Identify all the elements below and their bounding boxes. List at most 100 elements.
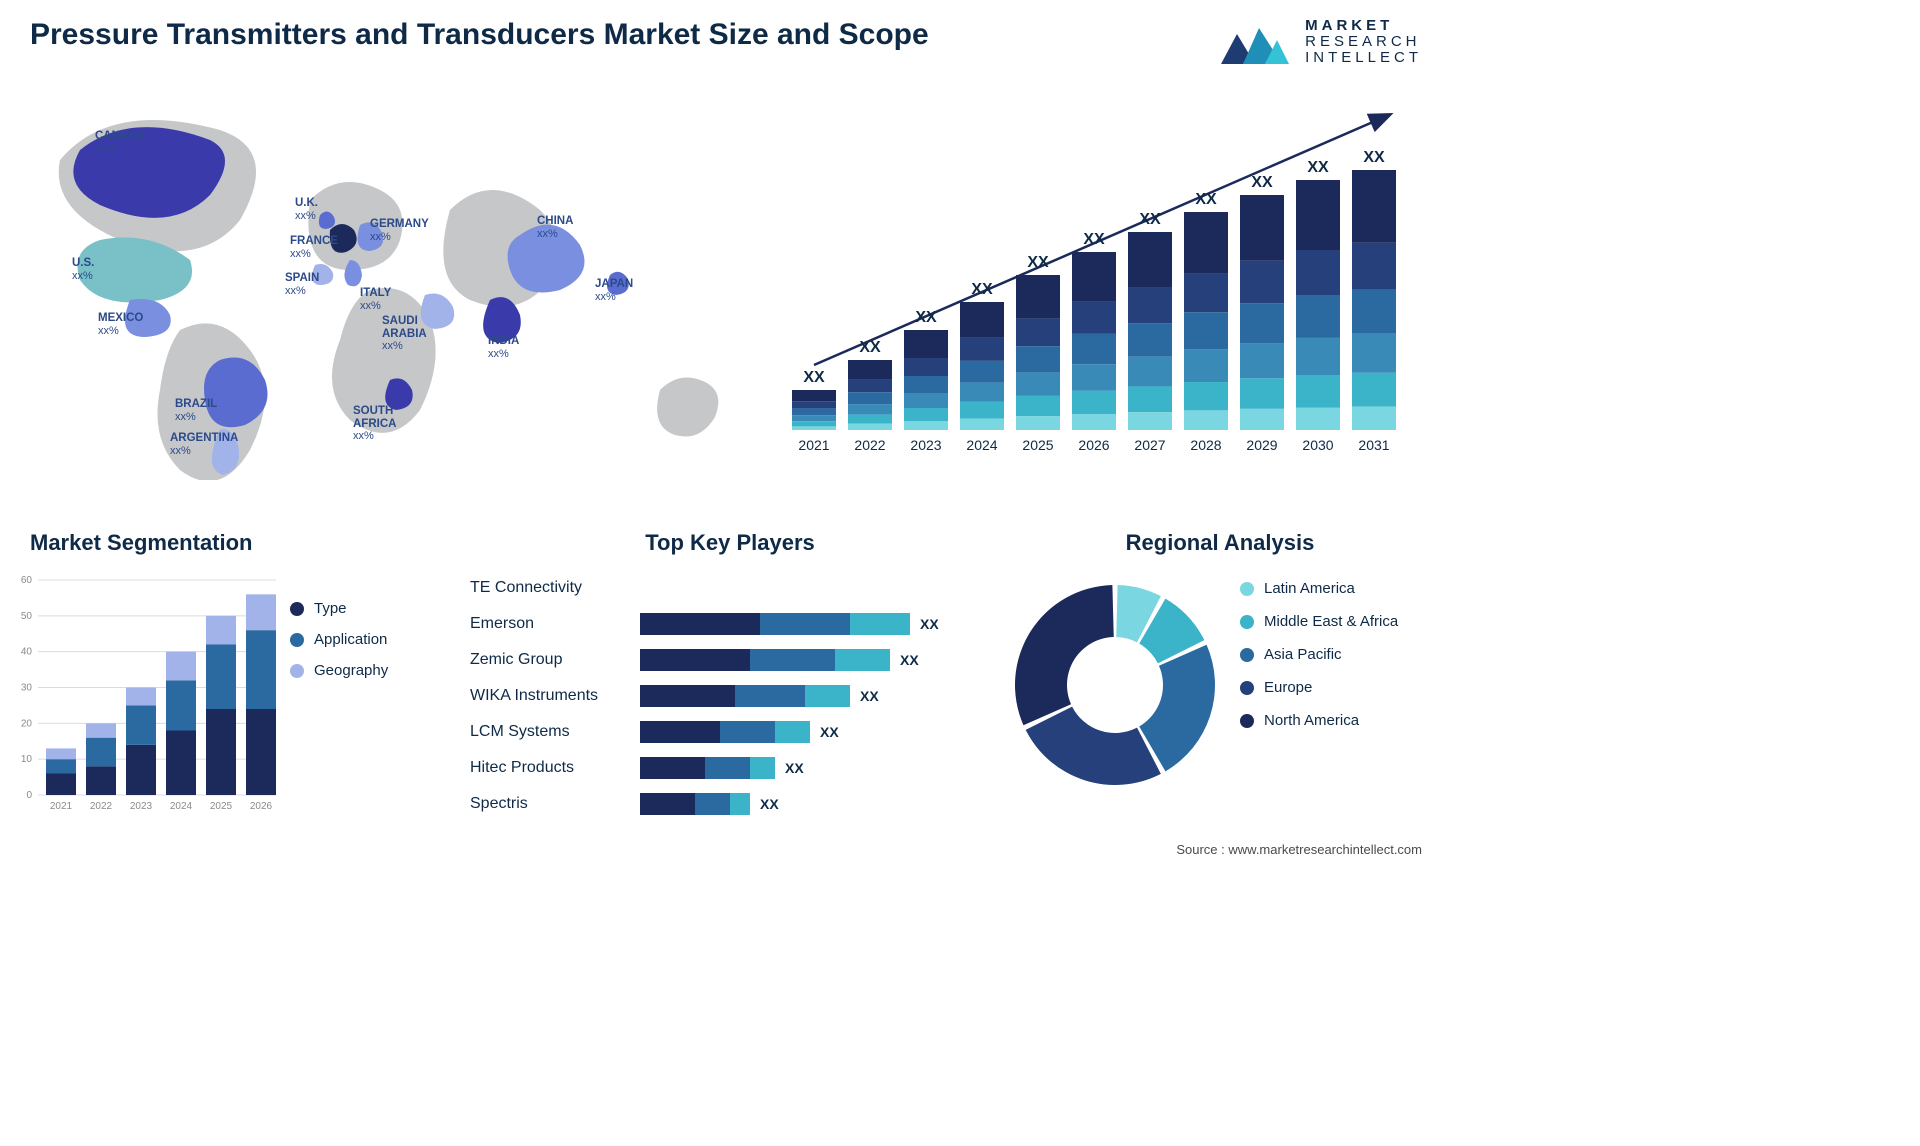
donut-slice bbox=[1026, 707, 1161, 785]
svg-text:10: 10 bbox=[21, 754, 33, 765]
growth-bar-seg bbox=[1072, 252, 1116, 302]
region-legend-item: Latin America bbox=[1240, 580, 1398, 597]
growth-bar-seg bbox=[1184, 349, 1228, 382]
growth-bar-seg bbox=[960, 338, 1004, 361]
legend-label: Type bbox=[314, 600, 347, 617]
brand-logo: MARKET RESEARCH INTELLECT bbox=[1219, 14, 1422, 70]
svg-text:2023: 2023 bbox=[130, 801, 153, 812]
growth-bar-seg bbox=[904, 376, 948, 393]
growth-bar-label: XX bbox=[915, 309, 937, 326]
growth-bar-seg bbox=[960, 418, 1004, 430]
seg-bar-seg bbox=[126, 705, 156, 744]
growth-bar-label: XX bbox=[1251, 174, 1273, 191]
growth-bar-seg bbox=[792, 408, 836, 415]
growth-bar-seg bbox=[1296, 250, 1340, 295]
players-section: Top Key Players bbox=[470, 530, 990, 556]
player-bar-seg bbox=[720, 721, 775, 743]
player-row: Hitec ProductsXX bbox=[470, 750, 990, 786]
player-name: Hitec Products bbox=[470, 759, 640, 777]
source-line: Source : www.marketresearchintellect.com bbox=[1176, 842, 1422, 857]
player-name: LCM Systems bbox=[470, 723, 640, 741]
seg-bar-seg bbox=[246, 630, 276, 709]
growth-bar-year: 2026 bbox=[1078, 437, 1109, 453]
seg-bar-seg bbox=[86, 723, 116, 737]
seg-bar-seg bbox=[46, 774, 76, 796]
svg-text:60: 60 bbox=[21, 575, 33, 586]
growth-bar-seg bbox=[1128, 357, 1172, 387]
growth-bar-year: 2024 bbox=[966, 437, 997, 453]
growth-bar-seg bbox=[1128, 412, 1172, 430]
logo-text: MARKET RESEARCH INTELLECT bbox=[1305, 18, 1422, 65]
seg-bar-seg bbox=[86, 766, 116, 795]
player-bar-seg bbox=[640, 721, 720, 743]
growth-bar-seg bbox=[1240, 343, 1284, 378]
player-bar-seg bbox=[640, 613, 760, 635]
growth-bar-year: 2023 bbox=[910, 437, 941, 453]
player-bar bbox=[640, 613, 910, 635]
growth-bar-label: XX bbox=[971, 281, 993, 298]
legend-dot-icon bbox=[290, 633, 304, 647]
growth-bar-seg bbox=[1296, 295, 1340, 338]
seg-bar-seg bbox=[126, 745, 156, 795]
svg-text:2025: 2025 bbox=[210, 801, 233, 812]
seg-bar-seg bbox=[246, 594, 276, 630]
page-title: Pressure Transmitters and Transducers Ma… bbox=[30, 18, 929, 52]
growth-bar-seg bbox=[848, 360, 892, 380]
map-label-argentina: ARGENTINAxx% bbox=[170, 432, 238, 457]
growth-bar-year: 2022 bbox=[854, 437, 885, 453]
growth-bar-label: XX bbox=[1363, 149, 1385, 166]
growth-bar-year: 2025 bbox=[1022, 437, 1053, 453]
growth-bar-seg bbox=[848, 415, 892, 424]
map-label-japan: JAPANxx% bbox=[595, 278, 633, 303]
growth-bar-seg bbox=[904, 330, 948, 358]
map-label-germany: GERMANYxx% bbox=[370, 218, 429, 243]
legend-dot-icon bbox=[290, 602, 304, 616]
growth-bar-seg bbox=[1016, 346, 1060, 372]
region-legend-item: Asia Pacific bbox=[1240, 646, 1398, 663]
legend-dot-icon bbox=[1240, 714, 1254, 728]
growth-bar-seg bbox=[1240, 409, 1284, 430]
player-name: WIKA Instruments bbox=[470, 687, 640, 705]
legend-label: North America bbox=[1264, 712, 1359, 729]
legend-label: Application bbox=[314, 631, 387, 648]
seg-bar-seg bbox=[166, 652, 196, 681]
growth-bar-seg bbox=[848, 392, 892, 404]
regional-section: Regional Analysis bbox=[1000, 530, 1440, 556]
player-row: LCM SystemsXX bbox=[470, 714, 990, 750]
player-row: SpectrisXX bbox=[470, 786, 990, 822]
logo-mark-icon bbox=[1219, 14, 1291, 70]
svg-text:50: 50 bbox=[21, 611, 33, 622]
svg-text:20: 20 bbox=[21, 718, 33, 729]
growth-bar-year: 2030 bbox=[1302, 437, 1333, 453]
player-name: Spectris bbox=[470, 795, 640, 813]
legend-label: Europe bbox=[1264, 679, 1312, 696]
player-bar-seg bbox=[760, 613, 850, 635]
growth-bar-seg bbox=[1184, 410, 1228, 430]
growth-bar-seg bbox=[1016, 396, 1060, 416]
player-row: EmersonXX bbox=[470, 606, 990, 642]
growth-bar-seg bbox=[904, 421, 948, 430]
legend-dot-icon bbox=[1240, 681, 1254, 695]
map-label-spain: SPAINxx% bbox=[285, 272, 319, 297]
svg-text:2022: 2022 bbox=[90, 801, 113, 812]
growth-bar-seg bbox=[848, 424, 892, 430]
legend-label: Geography bbox=[314, 662, 388, 679]
growth-bar-seg bbox=[960, 402, 1004, 419]
seg-bar-seg bbox=[46, 748, 76, 759]
seg-bar-seg bbox=[166, 680, 196, 730]
svg-text:40: 40 bbox=[21, 647, 33, 658]
growth-bar-seg bbox=[1072, 364, 1116, 391]
growth-bar-seg bbox=[1128, 386, 1172, 412]
growth-bar-seg bbox=[1240, 195, 1284, 261]
segmentation-chart: 0102030405060202120222023202420252026 bbox=[10, 570, 280, 820]
growth-bar-seg bbox=[1352, 373, 1396, 407]
growth-bar-seg bbox=[792, 401, 836, 408]
growth-bar-year: 2021 bbox=[798, 437, 829, 453]
map-label-france: FRANCExx% bbox=[290, 235, 338, 260]
growth-bar-year: 2028 bbox=[1190, 437, 1221, 453]
growth-bar-seg bbox=[1296, 338, 1340, 376]
map-label-china: CHINAxx% bbox=[537, 215, 573, 240]
player-row: TE Connectivity bbox=[470, 570, 990, 606]
map-label-u-k-: U.K.xx% bbox=[295, 197, 318, 222]
growth-bar-seg bbox=[1016, 416, 1060, 430]
